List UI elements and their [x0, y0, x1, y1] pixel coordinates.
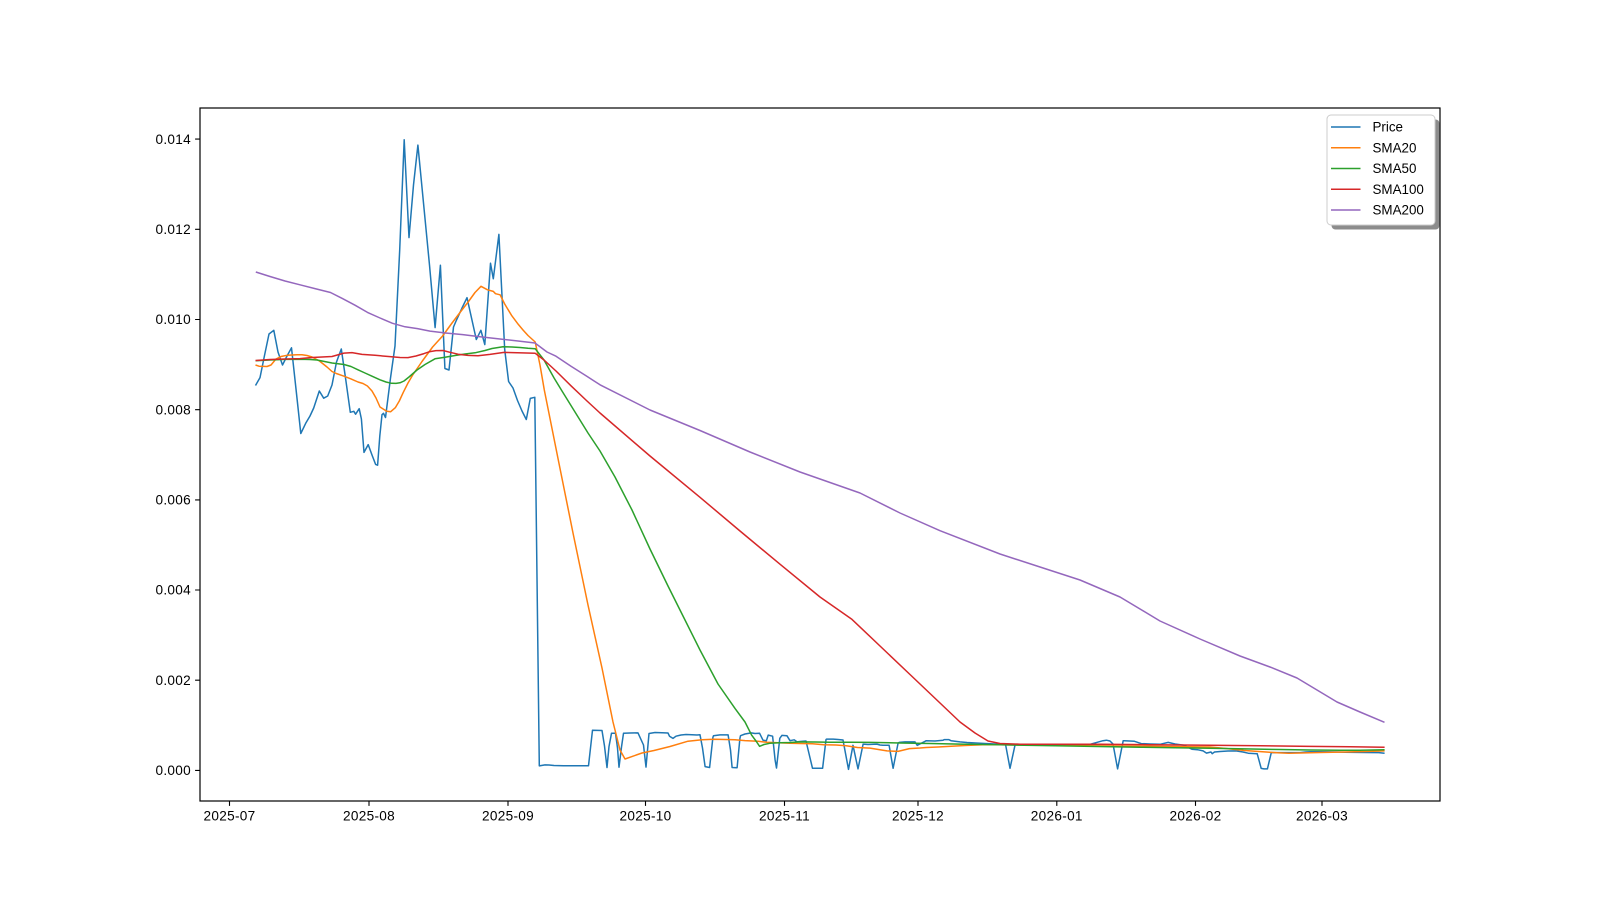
svg-text:0.008: 0.008: [155, 402, 191, 417]
svg-text:0.004: 0.004: [155, 583, 191, 598]
svg-text:0.002: 0.002: [155, 673, 191, 688]
svg-text:SMA100: SMA100: [1373, 182, 1424, 197]
svg-text:2025-09: 2025-09: [482, 809, 534, 824]
svg-text:2025-10: 2025-10: [620, 809, 672, 824]
svg-text:SMA50: SMA50: [1373, 161, 1417, 176]
svg-text:0.010: 0.010: [155, 312, 191, 327]
svg-text:2026-02: 2026-02: [1170, 809, 1222, 824]
svg-text:2025-08: 2025-08: [343, 809, 395, 824]
svg-text:0.000: 0.000: [155, 763, 191, 778]
svg-text:Price: Price: [1373, 120, 1404, 135]
svg-text:0.012: 0.012: [155, 222, 191, 237]
svg-text:2025-07: 2025-07: [204, 809, 256, 824]
svg-text:2025-11: 2025-11: [759, 809, 810, 824]
svg-text:2026-03: 2026-03: [1296, 809, 1348, 824]
svg-text:0.014: 0.014: [155, 132, 191, 147]
svg-text:SMA200: SMA200: [1373, 203, 1424, 218]
svg-text:2026-01: 2026-01: [1031, 809, 1083, 824]
svg-text:SMA20: SMA20: [1373, 140, 1417, 155]
svg-text:0.006: 0.006: [155, 493, 191, 508]
svg-text:2025-12: 2025-12: [892, 809, 944, 824]
